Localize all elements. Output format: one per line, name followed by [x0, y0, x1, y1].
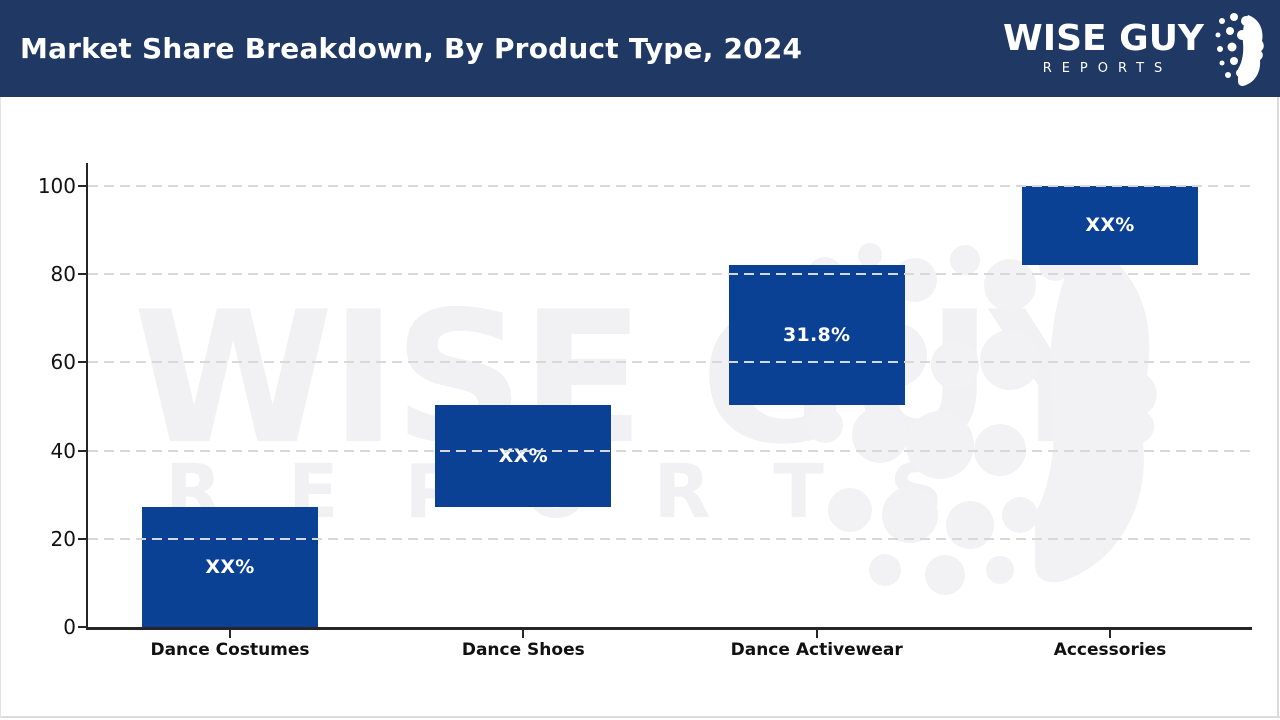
logo-subtext: REPORTS	[1042, 61, 1173, 76]
gridline-40	[88, 449, 1251, 452]
gridline-80	[88, 273, 1251, 276]
y-tick-label: 100	[37, 174, 76, 198]
bar-4: XX%	[1022, 186, 1198, 265]
left-border	[0, 97, 1, 718]
logo-wordmark-block: WISE GUY REPORTS	[1002, 18, 1204, 77]
bar-value-label: XX%	[1085, 214, 1135, 237]
bottom-border	[0, 716, 1280, 718]
logo-wordmark: WISE GUY	[1002, 18, 1204, 59]
chart-canvas: WISE GUY REPORTS XX%XX%31.8%XX%020406080…	[0, 97, 1280, 720]
y-tick-mark	[78, 185, 88, 187]
y-tick-label: 40	[50, 438, 76, 463]
x-category-label: Dance Activewear	[730, 640, 903, 660]
bar-2: XX%	[435, 405, 612, 507]
chart-title: Market Share Breakdown, By Product Type,…	[20, 32, 803, 65]
bar-value-label: XX%	[205, 555, 255, 578]
bar-value-label: XX%	[498, 444, 548, 467]
y-tick-mark	[78, 361, 88, 364]
header-bar: Market Share Breakdown, By Product Type,…	[0, 0, 1280, 97]
x-tick-mark	[229, 630, 231, 638]
y-tick-label: 80	[50, 262, 76, 287]
y-tick-label: 0	[63, 615, 76, 639]
bar-3: 31.8%	[728, 264, 905, 406]
gridline-20	[88, 537, 1251, 540]
bar-1: XX%	[142, 506, 318, 627]
gridline-100	[88, 185, 1251, 187]
y-axis-line	[86, 163, 88, 630]
x-category-label: Accessories	[1053, 640, 1167, 660]
bar-value-label: 31.8%	[782, 324, 851, 347]
y-tick-label: 20	[50, 526, 76, 551]
logo-head-icon	[1215, 12, 1264, 86]
gridline-60	[88, 361, 1251, 364]
x-category-label: Dance Costumes	[150, 640, 310, 660]
x-tick-mark	[522, 630, 525, 638]
y-tick-mark	[78, 273, 88, 276]
y-tick-mark	[78, 537, 88, 540]
y-tick-mark	[78, 449, 88, 452]
x-tick-mark	[815, 630, 818, 638]
x-category-label: Dance Shoes	[461, 640, 585, 660]
x-axis-line	[86, 627, 1252, 630]
right-border	[1277, 97, 1279, 718]
y-tick-mark	[78, 626, 88, 628]
y-tick-label: 60	[50, 350, 76, 375]
x-tick-mark	[1109, 630, 1111, 638]
wiseguy-logo: WISE GUY REPORTS	[1003, 9, 1264, 89]
